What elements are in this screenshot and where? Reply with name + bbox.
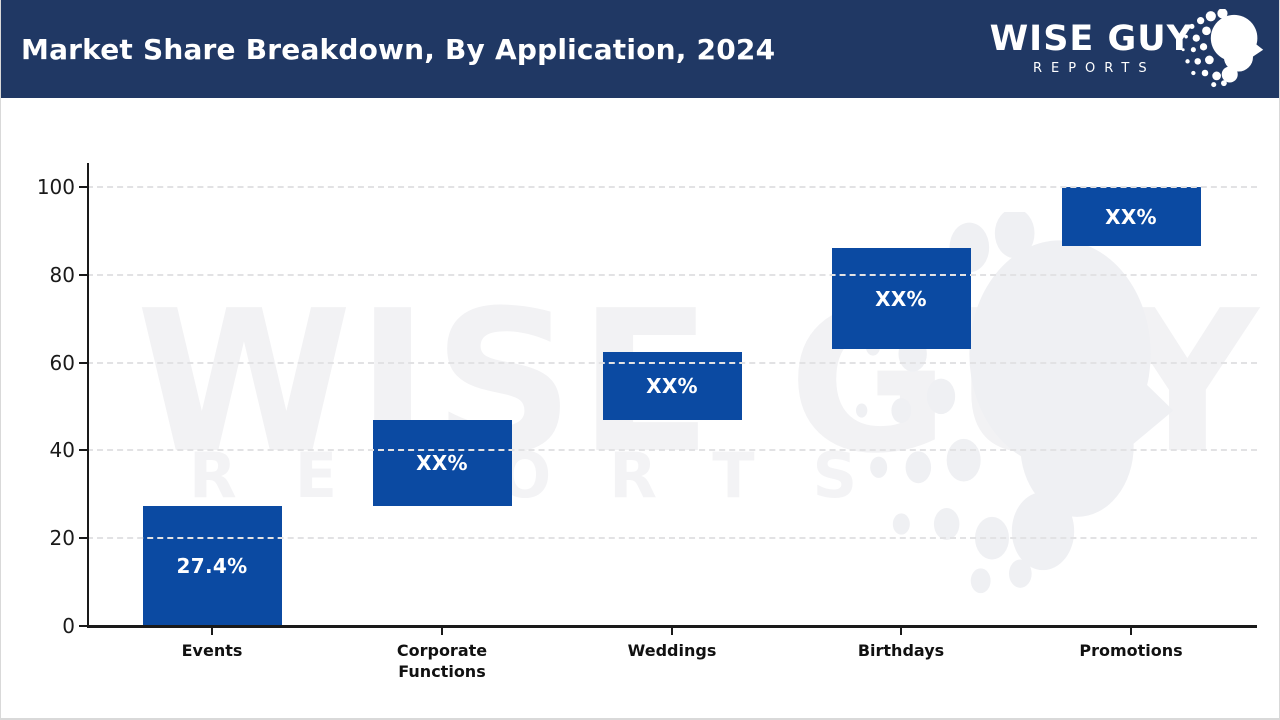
x-category-label-events: Events [181,641,243,660]
x-tick-mark [900,628,902,635]
gridline-100 [87,186,1257,188]
y-tick-mark [79,625,87,627]
x-category-label-promotions: Promotions [1079,641,1183,660]
bar-corporate-functions: XX% [372,419,512,506]
bar-value-label: XX% [875,286,927,311]
x-tick-mark [211,628,213,635]
y-axis-line [87,163,89,628]
logo-wordmark: WISE GUY [989,19,1193,59]
x-tick-mark [1130,628,1132,635]
y-tick-label: 40 [49,438,75,463]
y-tick-label: 60 [49,350,75,375]
y-tick-label: 80 [49,262,75,287]
gridline-60 [87,361,1257,364]
gridline-20 [87,537,1257,540]
y-tick-label: 20 [49,526,75,551]
gridline-80 [87,273,1257,276]
bar-events: 27.4% [142,505,282,626]
y-tick-mark [79,186,87,188]
logo-subtitle: REPORTS [1032,61,1156,76]
wise-guy-reports-logo: WISE GUY REPORTS [990,9,1265,89]
x-tick-mark [441,628,443,635]
x-axis-line [87,625,1257,628]
gridline-40 [87,449,1257,452]
bar-value-label: XX% [1105,204,1157,229]
y-tick-mark [79,273,87,276]
y-tick-mark [79,361,87,364]
y-tick-mark [79,537,87,540]
y-tick-mark [79,449,87,452]
bar-value-label: XX% [646,373,698,398]
bar-value-label: 27.4% [176,553,248,578]
x-category-label-corporate-functions: Corporate Functions [396,641,488,681]
page-title: Market Share Breakdown, By Application, … [21,32,776,66]
dotted-head-icon [1181,9,1264,88]
x-tick-mark [671,628,673,635]
header-bar: Market Share Breakdown, By Application, … [1,0,1279,98]
y-tick-label: 0 [62,614,75,638]
x-category-label-weddings: Weddings [627,641,717,660]
bar-value-label: XX% [416,450,468,475]
y-tick-label: 100 [36,175,75,199]
logo-text: WISE GUY REPORTS [989,19,1193,77]
bar-promotions: XX% [1061,187,1201,247]
bar-birthdays: XX% [831,248,971,350]
x-category-label-birthdays: Birthdays [857,641,945,660]
